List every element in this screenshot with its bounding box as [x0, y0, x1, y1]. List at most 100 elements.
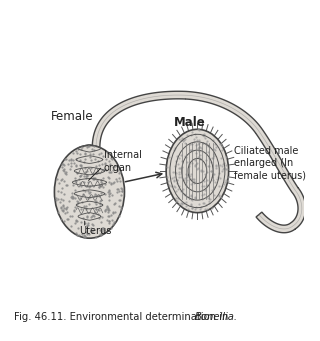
Point: [107, 175, 112, 180]
Point: [107, 213, 112, 219]
Point: [205, 144, 211, 149]
Point: [102, 192, 108, 197]
Point: [193, 194, 198, 199]
Point: [98, 190, 103, 195]
Point: [221, 161, 226, 167]
Point: [178, 153, 183, 158]
Point: [56, 210, 61, 215]
Point: [97, 201, 102, 206]
Point: [92, 175, 98, 180]
Point: [99, 225, 104, 230]
Point: [220, 166, 226, 172]
Point: [223, 166, 228, 172]
Point: [78, 183, 84, 189]
Point: [96, 184, 101, 189]
Point: [70, 195, 76, 200]
Point: [165, 178, 171, 184]
Point: [181, 177, 186, 183]
Point: [89, 146, 94, 152]
Point: [107, 188, 112, 194]
Point: [219, 144, 224, 149]
Point: [79, 145, 84, 150]
Point: [94, 170, 99, 176]
Point: [63, 169, 68, 174]
Point: [84, 213, 90, 219]
Point: [110, 221, 115, 226]
Point: [57, 181, 62, 186]
Point: [77, 232, 82, 238]
Point: [78, 206, 84, 211]
Point: [184, 159, 189, 165]
Point: [96, 159, 101, 164]
Point: [117, 175, 122, 181]
Point: [201, 133, 206, 138]
Point: [106, 190, 111, 195]
Point: [72, 208, 77, 214]
Point: [115, 178, 120, 183]
Point: [188, 148, 193, 153]
Point: [60, 167, 66, 173]
Point: [75, 171, 80, 176]
Point: [94, 178, 100, 183]
Point: [81, 173, 86, 178]
Point: [100, 225, 106, 231]
Text: Uterus: Uterus: [79, 226, 111, 236]
Point: [60, 208, 65, 213]
Point: [78, 158, 83, 163]
Point: [85, 179, 91, 185]
Point: [176, 195, 181, 201]
Point: [91, 170, 96, 176]
Point: [119, 187, 124, 192]
Point: [96, 193, 101, 199]
Point: [105, 213, 110, 219]
Point: [88, 214, 93, 220]
Point: [84, 145, 89, 150]
Point: [177, 169, 182, 174]
Point: [196, 142, 201, 147]
Point: [83, 220, 88, 226]
Point: [202, 131, 207, 136]
Point: [190, 206, 195, 211]
Point: [118, 206, 124, 211]
Point: [99, 214, 104, 219]
Point: [211, 171, 216, 177]
Point: [185, 177, 190, 183]
Point: [105, 209, 110, 214]
Point: [92, 177, 97, 182]
Point: [197, 202, 202, 207]
Point: [91, 227, 96, 233]
Point: [107, 158, 112, 163]
Point: [69, 193, 75, 199]
Point: [74, 218, 79, 223]
Point: [225, 178, 230, 183]
Point: [185, 173, 190, 178]
Point: [180, 136, 185, 141]
Point: [64, 172, 69, 177]
Point: [119, 188, 124, 193]
Point: [188, 177, 193, 182]
Point: [79, 162, 84, 167]
Point: [203, 172, 208, 177]
Point: [89, 221, 94, 226]
Text: Ciliated male
enlarged (In
female uterus): Ciliated male enlarged (In female uterus…: [234, 146, 306, 181]
Point: [92, 144, 97, 149]
Point: [183, 153, 188, 159]
Point: [116, 213, 121, 218]
Point: [171, 177, 176, 182]
Point: [192, 131, 197, 137]
Point: [217, 183, 222, 189]
Point: [102, 160, 107, 165]
Point: [97, 163, 102, 168]
Point: [89, 214, 94, 219]
Point: [176, 175, 181, 180]
Point: [84, 214, 89, 220]
Point: [103, 206, 108, 212]
Point: [213, 165, 219, 170]
Point: [191, 137, 196, 142]
Point: [73, 220, 78, 226]
Point: [53, 198, 59, 203]
Point: [60, 202, 65, 207]
Point: [193, 204, 198, 210]
Point: [100, 161, 105, 167]
Point: [192, 163, 197, 168]
